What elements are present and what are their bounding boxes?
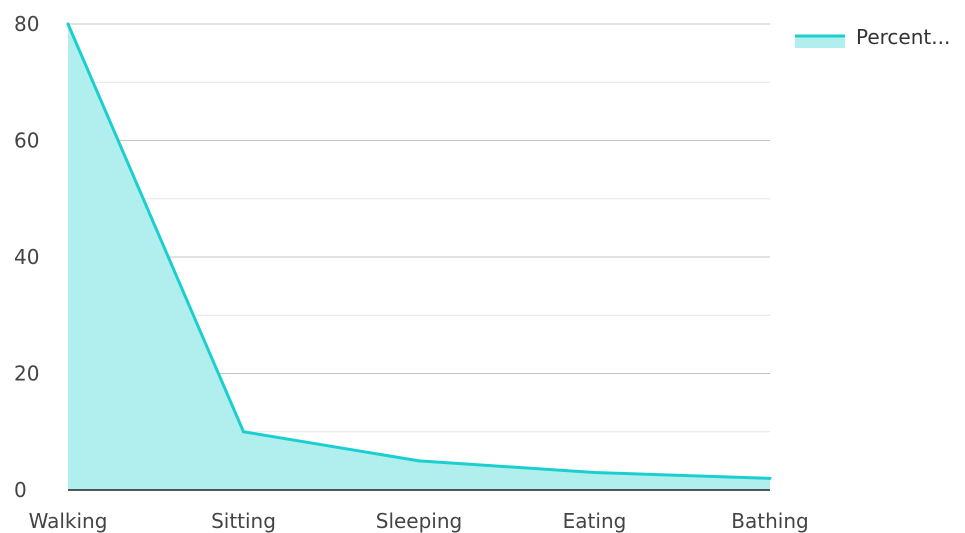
x-tick-label-sleeping: Sleeping <box>376 509 462 533</box>
data-point-sleeping[interactable] <box>417 459 421 463</box>
data-points <box>66 22 772 480</box>
y-tick-label: 40 <box>14 245 39 269</box>
x-tick-label-sitting: Sitting <box>211 509 276 533</box>
area-fill-percent <box>68 24 770 490</box>
x-axis-ticks: Walking Sitting Sleeping Eating Bathing <box>29 509 809 533</box>
data-point-sitting[interactable] <box>242 430 245 434</box>
y-axis-ticks: 0 20 40 60 80 <box>14 12 39 502</box>
y-tick-label: 80 <box>14 12 39 36</box>
x-tick-label-eating: Eating <box>563 509 627 533</box>
legend-label: Percent... <box>856 25 950 49</box>
legend-swatch-fill <box>795 36 845 48</box>
x-tick-label-bathing: Bathing <box>731 509 808 533</box>
data-point-walking[interactable] <box>66 22 70 26</box>
data-point-eating[interactable] <box>593 471 596 475</box>
y-tick-label: 20 <box>14 362 39 386</box>
y-tick-label: 0 <box>14 478 27 502</box>
x-tick-label-walking: Walking <box>29 509 108 533</box>
y-tick-label: 60 <box>14 129 39 153</box>
legend[interactable]: Percent... <box>795 25 950 49</box>
data-point-bathing[interactable] <box>768 476 772 480</box>
